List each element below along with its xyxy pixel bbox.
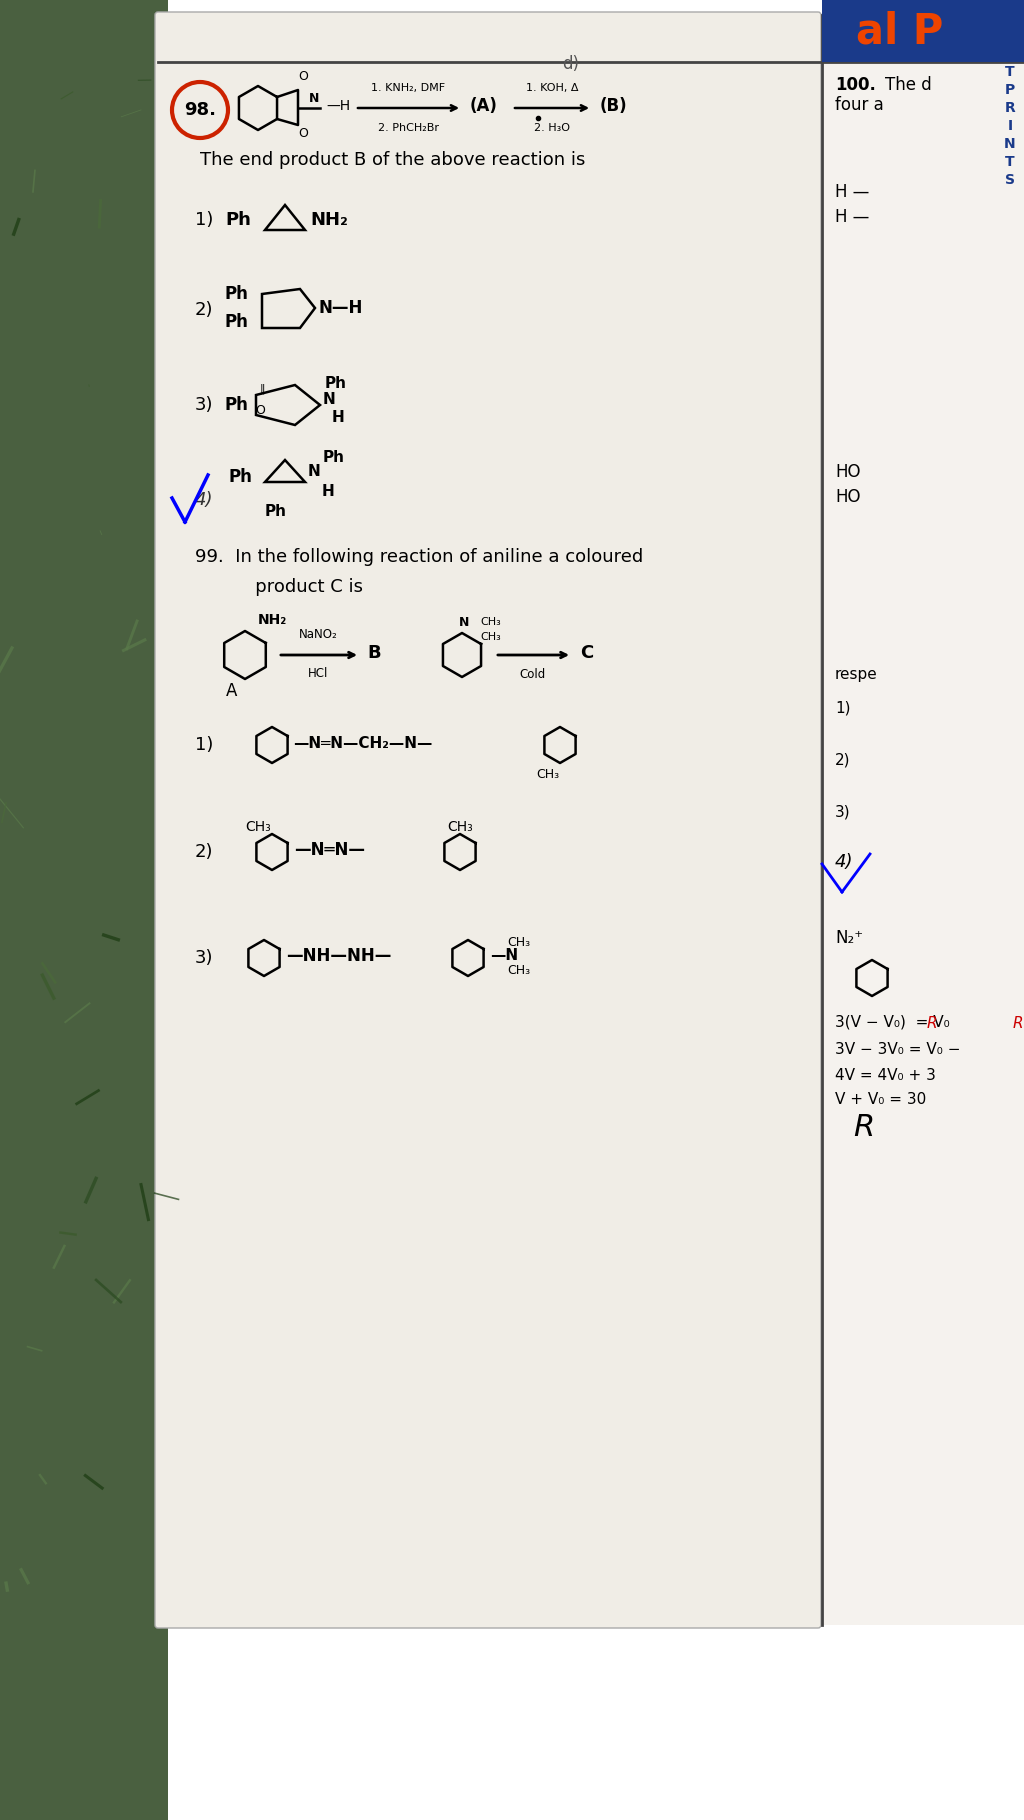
Text: Ph: Ph bbox=[323, 451, 345, 466]
Text: ‖: ‖ bbox=[259, 384, 265, 393]
Text: 2): 2) bbox=[835, 752, 851, 768]
Text: H —: H — bbox=[835, 207, 869, 226]
FancyBboxPatch shape bbox=[822, 0, 1024, 62]
Text: 4): 4) bbox=[195, 491, 213, 510]
Text: S: S bbox=[1005, 173, 1015, 187]
Text: 1. KNH₂, DMF: 1. KNH₂, DMF bbox=[371, 84, 445, 93]
Text: al P: al P bbox=[856, 9, 944, 53]
Text: V + V₀ = 30: V + V₀ = 30 bbox=[835, 1092, 927, 1108]
Text: 3): 3) bbox=[195, 397, 213, 413]
Text: 2. H₃O: 2. H₃O bbox=[534, 124, 570, 133]
Text: NaNO₂: NaNO₂ bbox=[299, 628, 337, 641]
Text: H —: H — bbox=[835, 184, 869, 200]
Text: The d: The d bbox=[885, 76, 932, 95]
Text: 2. PhCH₂Br: 2. PhCH₂Br bbox=[378, 124, 438, 133]
Text: H: H bbox=[332, 410, 345, 424]
Text: NH₂: NH₂ bbox=[310, 211, 348, 229]
Text: T: T bbox=[1006, 155, 1015, 169]
Text: T: T bbox=[1006, 66, 1015, 78]
Text: CH₃: CH₃ bbox=[537, 768, 559, 781]
Text: (B): (B) bbox=[600, 96, 628, 115]
Text: N₂⁺: N₂⁺ bbox=[835, 928, 863, 946]
Text: CH₃: CH₃ bbox=[447, 821, 473, 834]
Text: R: R bbox=[1013, 1017, 1024, 1032]
Text: Ph: Ph bbox=[225, 286, 249, 302]
Text: 3V − 3V₀ = V₀ −: 3V − 3V₀ = V₀ − bbox=[835, 1043, 961, 1057]
Text: N: N bbox=[1005, 136, 1016, 151]
Text: N: N bbox=[308, 464, 321, 479]
Text: Ph: Ph bbox=[225, 313, 249, 331]
Text: —NH—NH—: —NH—NH— bbox=[286, 946, 391, 965]
Text: H: H bbox=[322, 484, 335, 499]
Text: B: B bbox=[367, 644, 381, 662]
Text: Ph: Ph bbox=[228, 468, 252, 486]
Text: 3): 3) bbox=[195, 948, 213, 966]
Text: product C is: product C is bbox=[215, 579, 362, 595]
Text: A: A bbox=[226, 682, 238, 701]
Text: CH₃: CH₃ bbox=[507, 937, 530, 950]
Text: Ph: Ph bbox=[225, 397, 249, 413]
Text: HCl: HCl bbox=[308, 666, 328, 681]
Text: N—H: N—H bbox=[318, 298, 362, 317]
Text: CH₃: CH₃ bbox=[480, 617, 501, 628]
Text: 1. KOH, Δ: 1. KOH, Δ bbox=[525, 84, 579, 93]
FancyBboxPatch shape bbox=[822, 15, 1024, 1625]
Text: Cold: Cold bbox=[519, 668, 545, 681]
Text: —H: —H bbox=[326, 98, 350, 113]
Text: O: O bbox=[255, 404, 265, 417]
Text: R: R bbox=[927, 1017, 938, 1032]
Text: four a: four a bbox=[835, 96, 884, 115]
Text: 1): 1) bbox=[835, 701, 851, 715]
Text: The end product B of the above reaction is: The end product B of the above reaction … bbox=[200, 151, 586, 169]
Text: Ph: Ph bbox=[325, 375, 347, 391]
Text: (A): (A) bbox=[470, 96, 498, 115]
Text: —N: —N bbox=[490, 948, 518, 963]
Text: N: N bbox=[459, 615, 469, 630]
Text: 99.  In the following reaction of aniline a coloured: 99. In the following reaction of aniline… bbox=[195, 548, 643, 566]
Text: R: R bbox=[853, 1114, 874, 1143]
Text: —N═N—: —N═N— bbox=[294, 841, 365, 859]
Text: HO: HO bbox=[835, 488, 860, 506]
Text: R: R bbox=[1005, 100, 1016, 115]
Text: I: I bbox=[1008, 118, 1013, 133]
Text: 3): 3) bbox=[835, 804, 851, 819]
Text: CH₃: CH₃ bbox=[480, 632, 501, 642]
Text: Ph: Ph bbox=[225, 211, 251, 229]
Text: HO: HO bbox=[835, 462, 860, 480]
Text: CH₃: CH₃ bbox=[245, 821, 271, 834]
Text: 2): 2) bbox=[195, 843, 213, 861]
Text: 4V = 4V₀ + 3: 4V = 4V₀ + 3 bbox=[835, 1068, 936, 1083]
Text: P: P bbox=[1005, 84, 1015, 96]
Text: 1): 1) bbox=[195, 211, 213, 229]
Text: 4): 4) bbox=[835, 854, 853, 872]
Text: 1): 1) bbox=[195, 735, 213, 753]
Text: CH₃: CH₃ bbox=[507, 963, 530, 977]
FancyBboxPatch shape bbox=[155, 13, 821, 1629]
Text: Ph: Ph bbox=[265, 504, 287, 519]
Text: 98.: 98. bbox=[184, 100, 216, 118]
Text: NH₂: NH₂ bbox=[258, 613, 288, 628]
FancyBboxPatch shape bbox=[0, 0, 168, 1820]
Text: —N═N—CH₂—N—: —N═N—CH₂—N— bbox=[293, 735, 432, 750]
Text: d): d) bbox=[562, 55, 579, 73]
Text: 100.: 100. bbox=[835, 76, 876, 95]
Text: N: N bbox=[309, 93, 319, 106]
Text: O: O bbox=[298, 127, 308, 140]
Text: respe: respe bbox=[835, 668, 878, 682]
Text: 2): 2) bbox=[195, 300, 213, 318]
Text: O: O bbox=[298, 69, 308, 84]
Text: N: N bbox=[323, 393, 336, 408]
Text: C: C bbox=[580, 644, 593, 662]
Text: 3(V − V₀)  = V₀: 3(V − V₀) = V₀ bbox=[835, 1014, 949, 1030]
